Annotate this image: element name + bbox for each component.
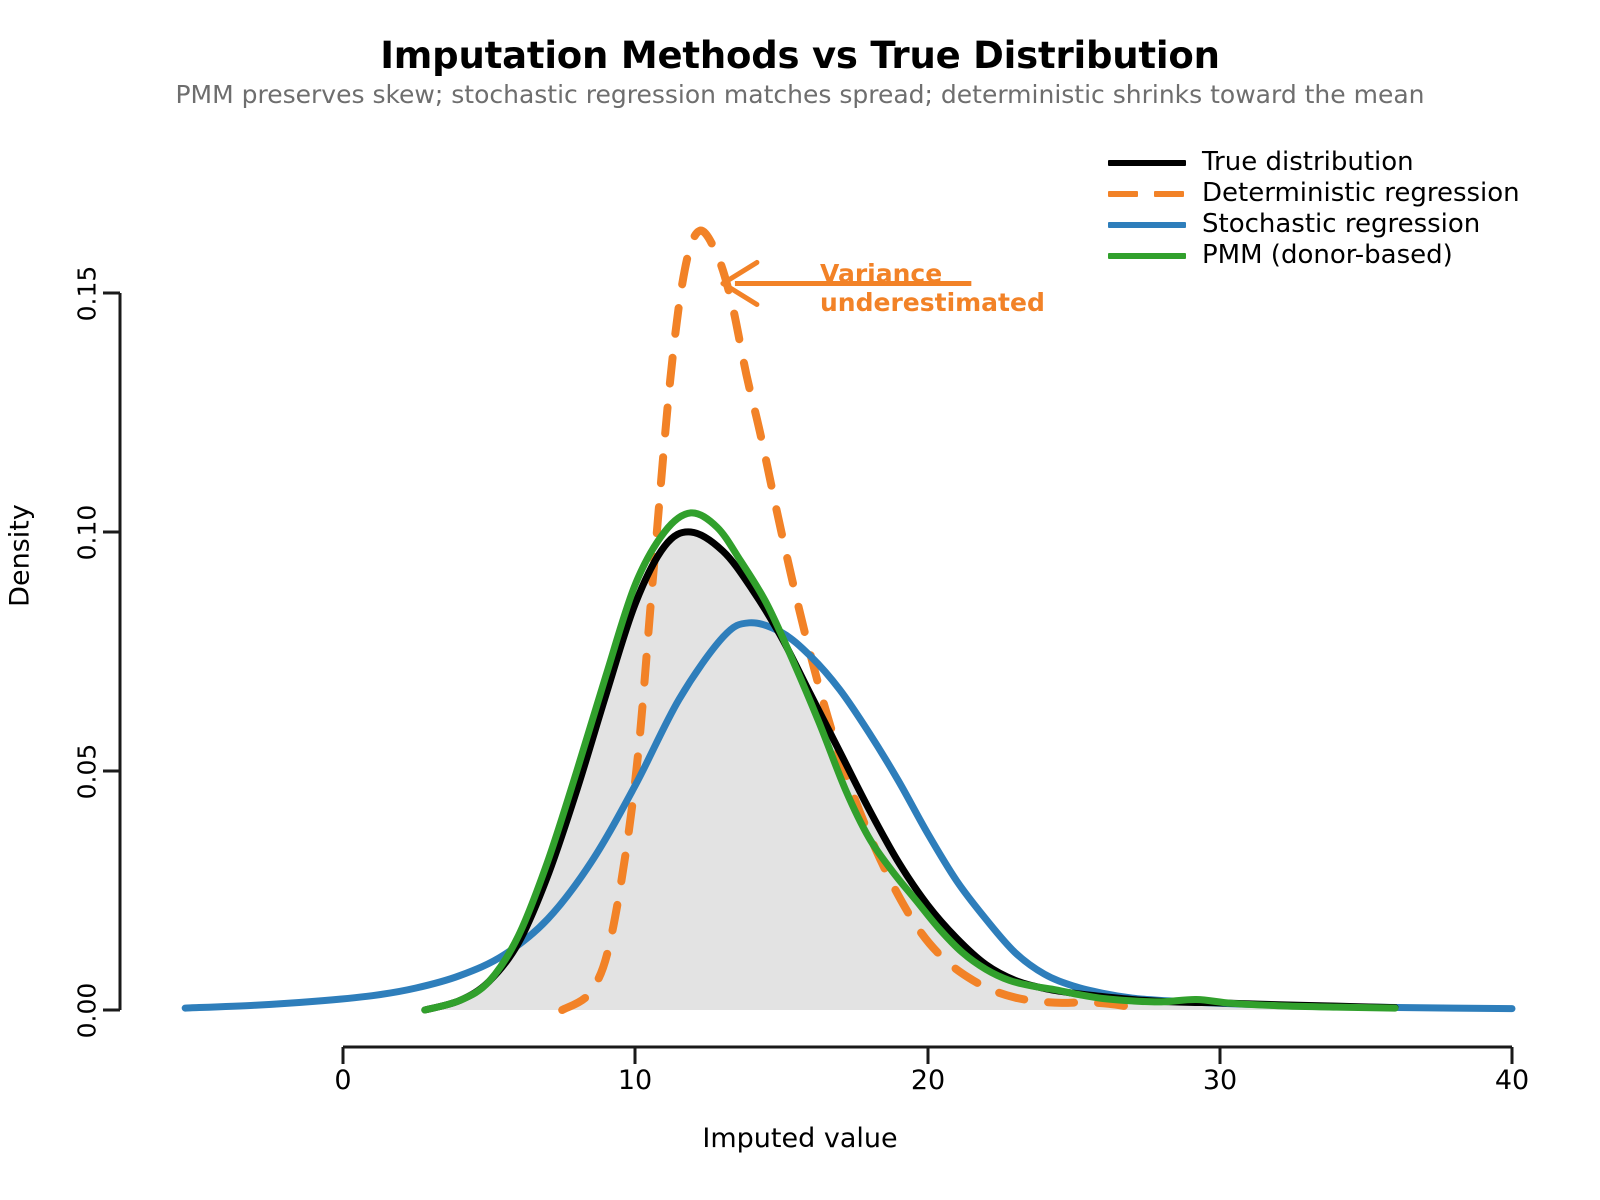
- series-line-deterministic-regression: [558, 226, 1137, 1014]
- legend-label-stochastic-regression: Stochastic regression: [1202, 208, 1481, 239]
- legend-swatch-pmm: [1108, 245, 1186, 265]
- x-tick-label-1: 10: [617, 1065, 653, 1096]
- true-distribution-area-fill: [424, 531, 1396, 1010]
- series-layer: [181, 226, 1516, 1014]
- x-tick-label-0: 0: [334, 1065, 352, 1096]
- x-tick-label-2: 20: [910, 1065, 946, 1096]
- legend-item-pmm[interactable]: PMM (donor-based): [1108, 239, 1528, 270]
- legend-swatch-true-distribution: [1108, 152, 1186, 172]
- legend-item-stochastic-regression[interactable]: Stochastic regression: [1108, 208, 1528, 239]
- x-tick-label-4: 40: [1494, 1065, 1530, 1096]
- legend-label-deterministic-regression: Deterministic regression: [1202, 177, 1520, 208]
- annotation-variance-underestimated: Variance underestimated: [820, 230, 1045, 317]
- page-title: Imputation Methods vs True Distribution: [380, 34, 1220, 77]
- legend: True distribution Deterministic regressi…: [1108, 146, 1528, 270]
- chart-subtitle: PMM preserves skew; stochastic regressio…: [175, 80, 1425, 109]
- legend-label-true-distribution: True distribution: [1202, 146, 1414, 177]
- annotation-arrow-head: [720, 259, 760, 307]
- legend-label-pmm: PMM (donor-based): [1202, 239, 1453, 270]
- series-line-pmm-donor-based: [421, 509, 1399, 1014]
- annotation-text: Variance underestimated: [820, 259, 1045, 317]
- legend-swatch-deterministic-regression: [1108, 183, 1186, 203]
- legend-swatch-stochastic-regression: [1108, 214, 1186, 234]
- legend-item-deterministic-regression[interactable]: Deterministic regression: [1108, 177, 1528, 208]
- x-tick-label-3: 30: [1202, 1065, 1238, 1096]
- annotation-layer: [720, 259, 972, 307]
- axis-lines: [103, 291, 1514, 1064]
- legend-item-true-distribution[interactable]: True distribution: [1108, 146, 1528, 177]
- x-axis-label: Imputed value: [702, 1123, 898, 1154]
